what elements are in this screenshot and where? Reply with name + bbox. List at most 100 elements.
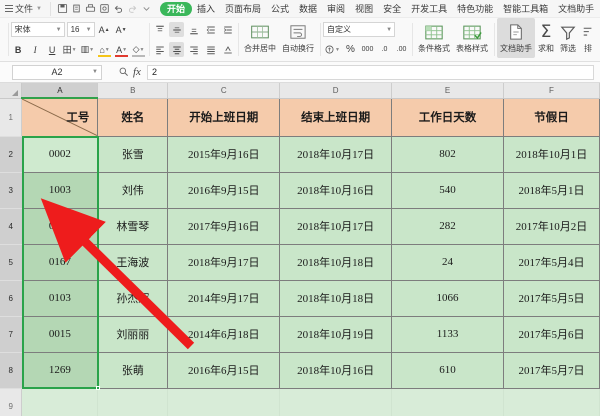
cell-f3[interactable]: 2018年5月1日 xyxy=(503,172,600,209)
name-box[interactable]: A2 ▼ xyxy=(12,64,102,80)
decrease-font-size-button[interactable]: A ▼ xyxy=(115,24,127,35)
cell-c9[interactable] xyxy=(167,388,281,416)
column-header-b[interactable]: B xyxy=(97,83,169,99)
cell-e7[interactable]: 1133 xyxy=(391,316,504,353)
cell-d3[interactable]: 2018年10月16日 xyxy=(279,172,393,209)
doc-assistant-button[interactable]: 文档助手 xyxy=(497,18,535,58)
save-icon[interactable] xyxy=(56,2,69,15)
cell-b4[interactable]: 林雪琴 xyxy=(97,208,169,245)
tab-developer-tools[interactable]: 开发工具 xyxy=(411,3,448,14)
wrap-text-button[interactable]: 自动换行 xyxy=(279,18,317,58)
cell-a8[interactable]: 1269 xyxy=(21,352,99,389)
cell-e8[interactable]: 610 xyxy=(391,352,504,389)
cell-c6[interactable]: 2014年9月17日 xyxy=(167,280,281,317)
font-color-button[interactable]: A ▼ xyxy=(114,42,129,57)
tab-insert[interactable]: 插入 xyxy=(196,3,215,14)
cell-e5[interactable]: 24 xyxy=(391,244,504,281)
row-header-2[interactable]: 2 xyxy=(0,136,23,173)
select-all-corner[interactable] xyxy=(0,83,23,99)
comma-style-button[interactable]: 000 xyxy=(360,42,375,57)
percent-style-button[interactable]: % xyxy=(343,42,358,57)
align-center-button[interactable] xyxy=(169,42,185,57)
cell-c8[interactable]: 2016年6月15日 xyxy=(167,352,281,389)
cell-b2[interactable]: 张雪 xyxy=(97,136,169,173)
cell-a9[interactable] xyxy=(21,388,99,416)
cell-f7[interactable]: 2017年5月6日 xyxy=(503,316,600,353)
cell-f9[interactable] xyxy=(503,388,600,416)
cell-e4[interactable]: 282 xyxy=(391,208,504,245)
align-left-button[interactable] xyxy=(152,42,167,57)
align-bottom-button[interactable] xyxy=(186,22,201,37)
search-icon[interactable] xyxy=(118,66,129,79)
column-header-e[interactable]: E xyxy=(391,83,504,99)
underline-button[interactable]: U xyxy=(45,42,60,57)
cell-b7[interactable]: 刘丽丽 xyxy=(97,316,169,353)
cell-f2[interactable]: 2018年10月1日 xyxy=(503,136,600,173)
tab-security[interactable]: 安全 xyxy=(383,3,402,14)
cell-a6[interactable]: 0103 xyxy=(21,280,99,317)
cell-a1-employee-id-header[interactable]: 工号 xyxy=(21,98,99,137)
cell-f8[interactable]: 2017年5月7日 xyxy=(503,352,600,389)
insert-function-icon[interactable]: fx xyxy=(133,66,141,78)
cell-e1-workdays-header[interactable]: 工作日天数 xyxy=(391,98,504,137)
column-header-f[interactable]: F xyxy=(503,83,600,99)
tab-start[interactable]: 开始 xyxy=(159,1,192,16)
cell-b6[interactable]: 孙杰辉 xyxy=(97,280,169,317)
align-middle-button[interactable] xyxy=(169,22,185,37)
tab-featured[interactable]: 特色功能 xyxy=(457,3,494,14)
number-format-combo[interactable]: 自定义 ▼ xyxy=(323,22,396,37)
row-header-8[interactable]: 8 xyxy=(0,352,23,389)
conditional-format-button[interactable]: 条件格式 xyxy=(415,18,453,58)
row-header-3[interactable]: 3 xyxy=(0,172,23,209)
cell-a5[interactable]: 0167 xyxy=(21,244,99,281)
cell-c4[interactable]: 2017年9月16日 xyxy=(167,208,281,245)
cell-f4[interactable]: 2017年10月2日 xyxy=(503,208,600,245)
justify-button[interactable] xyxy=(203,42,218,57)
cell-d5[interactable]: 2018年10月18日 xyxy=(279,244,393,281)
customize-qat-icon[interactable] xyxy=(140,2,153,15)
cell-a4[interactable]: 0125 xyxy=(21,208,99,245)
italic-button[interactable]: I xyxy=(28,42,43,57)
column-header-d[interactable]: D xyxy=(279,83,393,99)
cell-c5[interactable]: 2018年9月17日 xyxy=(167,244,281,281)
fill-handle[interactable] xyxy=(96,386,100,390)
tab-page-layout[interactable]: 页面布局 xyxy=(225,3,262,14)
increase-font-size-button[interactable]: A ▲ xyxy=(98,24,110,35)
decrease-decimal-button[interactable]: .00 xyxy=(394,42,409,57)
cell-b1-name-header[interactable]: 姓名 xyxy=(97,98,169,137)
row-header-9[interactable]: 9 xyxy=(0,388,23,416)
cell-f6[interactable]: 2017年5月5日 xyxy=(503,280,600,317)
row-header-6[interactable]: 6 xyxy=(0,280,23,317)
cell-d4[interactable]: 2018年10月17日 xyxy=(279,208,393,245)
font-name-combo[interactable]: 宋体 ▼ xyxy=(10,22,65,37)
cell-e6[interactable]: 1066 xyxy=(391,280,504,317)
fill-color-button[interactable]: ⌂ ▼ xyxy=(97,42,112,57)
tab-doc-assistant[interactable]: 文档助手 xyxy=(558,3,595,14)
cell-b8[interactable]: 张萌 xyxy=(97,352,169,389)
cell-d7[interactable]: 2018年10月19日 xyxy=(279,316,393,353)
row-header-1[interactable]: 1 xyxy=(0,98,23,137)
filter-button[interactable]: 筛选 xyxy=(557,18,579,58)
tab-view[interactable]: 视图 xyxy=(355,3,374,14)
clear-format-button[interactable]: ◇ ▼ xyxy=(131,42,146,57)
cell-a3[interactable]: 1003 xyxy=(21,172,99,209)
formula-input[interactable]: 2 xyxy=(146,64,594,80)
cell-f1-holiday-header[interactable]: 节假日 xyxy=(503,98,600,137)
cell-d2[interactable]: 2018年10月17日 xyxy=(279,136,393,173)
font-size-combo[interactable]: 16 ▼ xyxy=(66,22,95,37)
row-header-7[interactable]: 7 xyxy=(0,316,23,353)
cell-e9[interactable] xyxy=(391,388,504,416)
increase-decimal-button[interactable]: .0 xyxy=(377,42,392,57)
cell-e3[interactable]: 540 xyxy=(391,172,504,209)
cell-c7[interactable]: 2014年6月18日 xyxy=(167,316,281,353)
table-style-button[interactable]: 表格样式 xyxy=(453,18,491,58)
increase-indent-button[interactable] xyxy=(220,22,235,37)
text-orientation-button[interactable] xyxy=(220,42,235,57)
row-header-4[interactable]: 4 xyxy=(0,208,23,245)
tab-formula[interactable]: 公式 xyxy=(271,3,290,14)
currency-button[interactable]: ▼ xyxy=(323,42,341,57)
print-preview-icon[interactable] xyxy=(70,2,83,15)
row-header-5[interactable]: 5 xyxy=(0,244,23,281)
cell-b3[interactable]: 刘伟 xyxy=(97,172,169,209)
align-top-button[interactable] xyxy=(152,22,167,37)
